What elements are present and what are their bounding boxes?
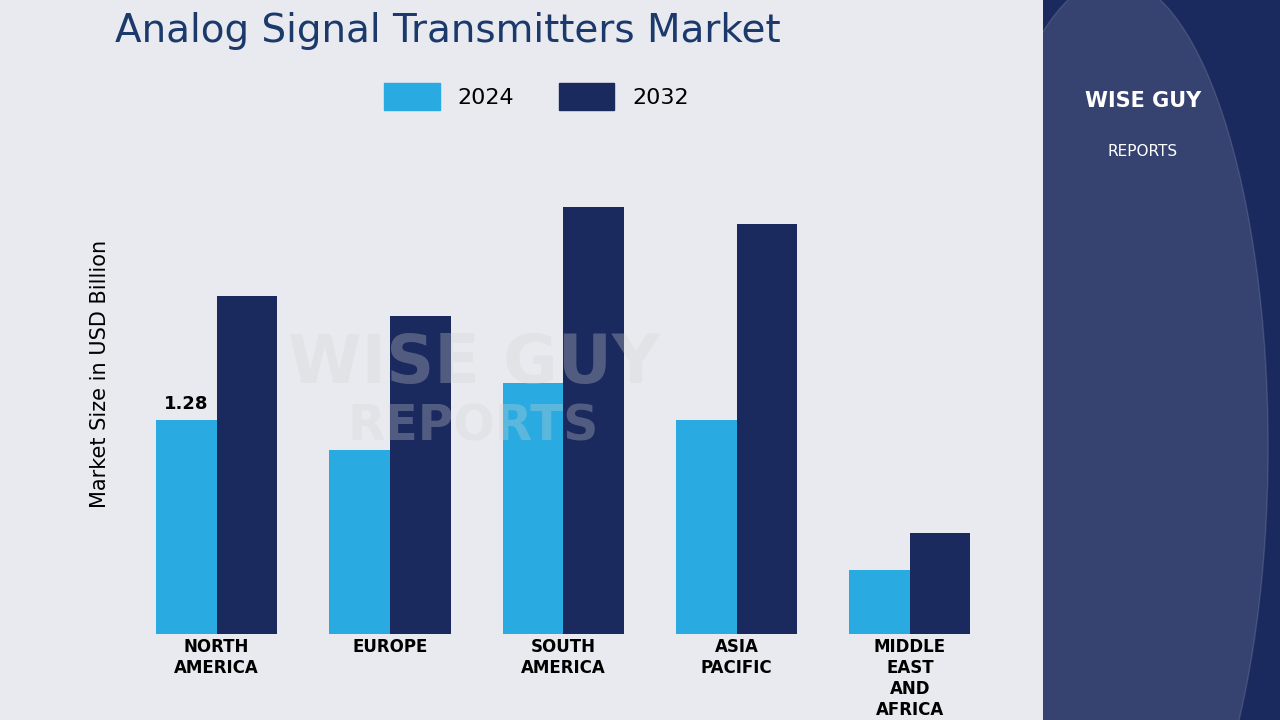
Text: REPORTS: REPORTS	[1107, 144, 1178, 158]
Bar	[676, 420, 736, 634]
Bar	[563, 207, 623, 634]
Text: WISE GUY: WISE GUY	[1084, 91, 1201, 111]
Bar	[736, 224, 797, 634]
Bar	[849, 570, 910, 634]
Bar	[390, 316, 451, 634]
Text: Analog Signal Transmitters Market: Analog Signal Transmitters Market	[115, 12, 781, 50]
Text: WISE GUY: WISE GUY	[288, 331, 659, 397]
Bar	[216, 296, 278, 634]
Text: 1.28: 1.28	[164, 395, 209, 413]
Bar	[329, 450, 390, 634]
Bar	[503, 383, 563, 634]
Text: REPORTS: REPORTS	[348, 402, 599, 450]
Bar	[156, 420, 216, 634]
Legend: 2024, 2032: 2024, 2032	[375, 74, 698, 120]
Y-axis label: Market Size in USD Billion: Market Size in USD Billion	[90, 240, 110, 508]
Bar	[910, 534, 970, 634]
Circle shape	[960, 0, 1268, 720]
